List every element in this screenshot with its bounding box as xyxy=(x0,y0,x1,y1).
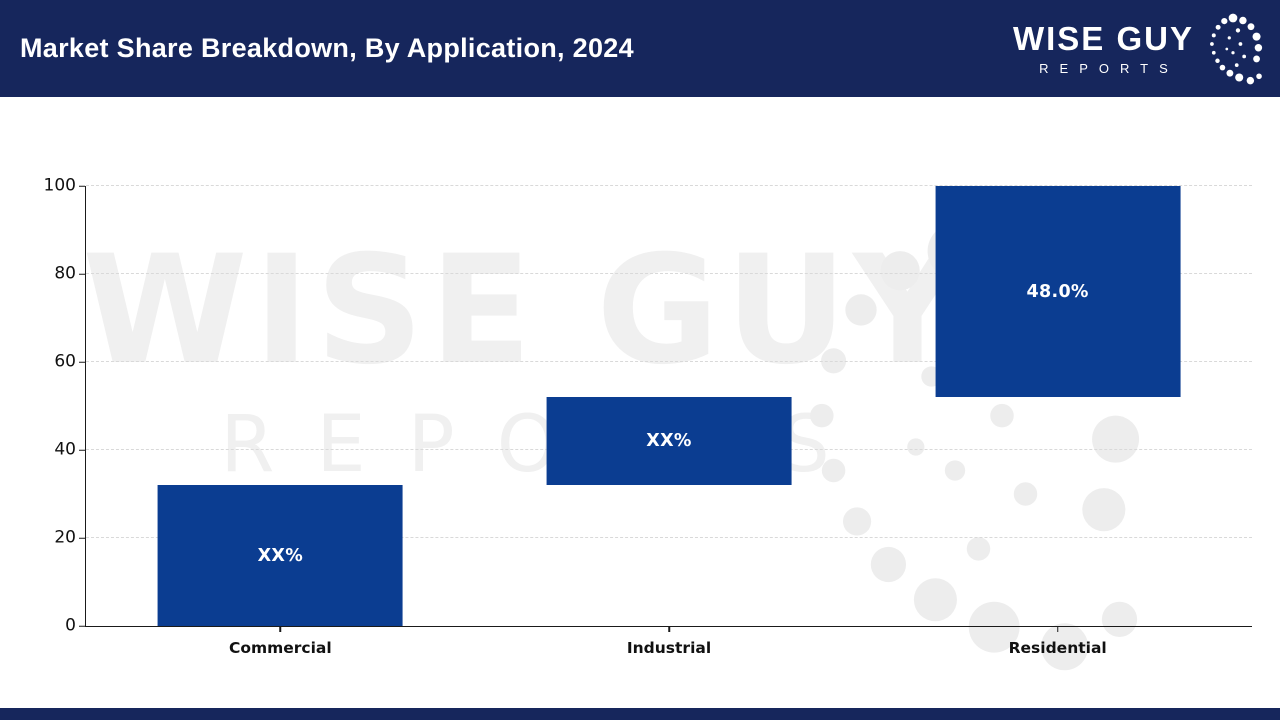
gridline xyxy=(86,273,1252,274)
chart-area: WISE GUY REPORTS 020406080100XX%Commerci… xyxy=(0,97,1280,708)
x-tick-mark xyxy=(668,626,670,632)
bar-commercial: XX% xyxy=(157,485,403,626)
bar-industrial: XX% xyxy=(546,397,792,486)
y-tick-mark xyxy=(79,537,85,539)
bar-value-label: 48.0% xyxy=(1026,281,1089,302)
y-tick-label: 40 xyxy=(54,439,76,460)
x-tick-label: Industrial xyxy=(626,639,712,657)
logo-subtitle: REPORTS xyxy=(1039,60,1179,76)
logo-text: WISE GUY REPORTS xyxy=(1012,20,1194,76)
gridline xyxy=(86,185,1252,186)
header: Market Share Breakdown, By Application, … xyxy=(0,0,1280,97)
bar-value-label: XX% xyxy=(257,545,304,566)
x-tick-label: Commercial xyxy=(228,639,332,657)
y-tick-label: 100 xyxy=(43,175,76,196)
y-tick-label: 80 xyxy=(54,263,76,284)
y-tick-mark xyxy=(79,361,85,363)
gridline xyxy=(86,537,1252,538)
y-tick-label: 60 xyxy=(54,351,76,372)
gridline xyxy=(86,361,1252,362)
x-tick-mark xyxy=(279,626,282,632)
bar-residential: 48.0% xyxy=(935,186,1181,398)
plot: 0 20 40 60 80 100 XX% Commercial XX% Industrial 48… xyxy=(44,177,1252,657)
x-tick-label: Residential xyxy=(1008,639,1107,657)
x-tick-mark xyxy=(1056,626,1059,632)
footer-bar xyxy=(0,708,1280,720)
y-tick-label: 20 xyxy=(54,527,76,548)
y-tick-label: 0 xyxy=(65,615,76,636)
page-title: Market Share Breakdown, By Application, … xyxy=(20,33,634,63)
y-tick-mark xyxy=(79,449,85,451)
y-tick-mark xyxy=(79,273,85,275)
y-tick-mark xyxy=(79,185,85,187)
y-tick-mark xyxy=(79,625,85,627)
logo-head-icon xyxy=(1210,13,1263,84)
wiseguy-logo: WISE GUY REPORTS xyxy=(1013,11,1264,87)
bar-value-label: XX% xyxy=(646,431,692,452)
logo-wordmark: WISE GUY xyxy=(1012,20,1194,58)
